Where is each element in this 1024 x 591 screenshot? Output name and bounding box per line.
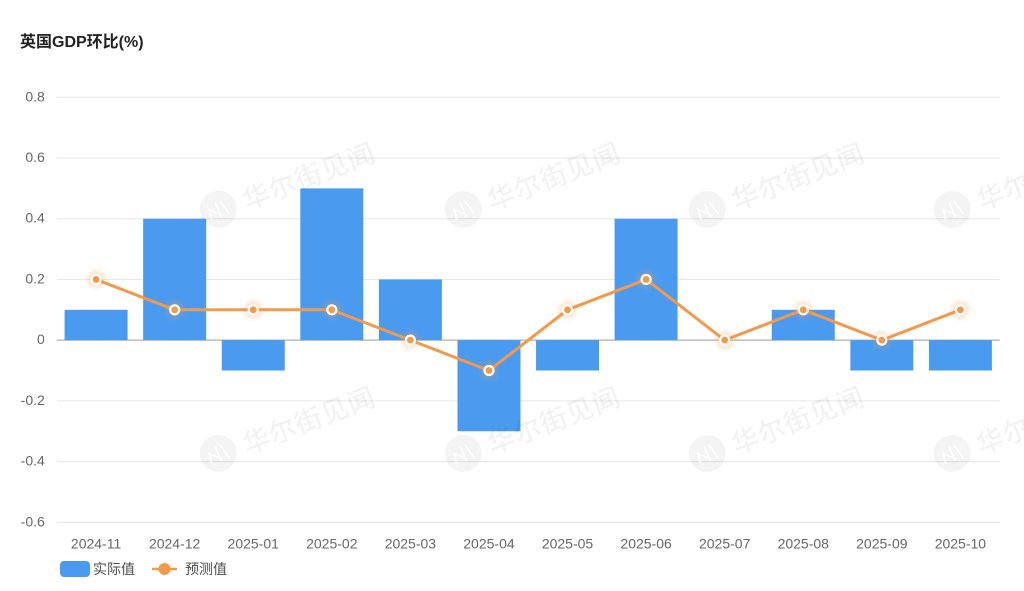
svg-text:2025-08: 2025-08 [778, 535, 830, 551]
svg-text:2025-01: 2025-01 [228, 535, 280, 551]
svg-text:2025-03: 2025-03 [385, 535, 437, 551]
svg-text:0.6: 0.6 [25, 149, 45, 165]
svg-text:-0.2: -0.2 [21, 392, 45, 408]
svg-text:2024-12: 2024-12 [149, 535, 201, 551]
svg-text:2025-04: 2025-04 [463, 535, 515, 551]
svg-text:2025-07: 2025-07 [699, 535, 751, 551]
svg-text:2025-05: 2025-05 [542, 535, 594, 551]
svg-text:2025-06: 2025-06 [620, 535, 672, 551]
svg-text:-0.4: -0.4 [21, 453, 45, 469]
svg-text:2024-11: 2024-11 [71, 535, 122, 551]
svg-text:0.4: 0.4 [25, 210, 45, 226]
svg-text:0.2: 0.2 [25, 270, 45, 286]
svg-text:2025-09: 2025-09 [856, 535, 908, 551]
svg-text:2025-02: 2025-02 [306, 535, 358, 551]
svg-text:2025-10: 2025-10 [935, 535, 987, 551]
svg-text:0: 0 [37, 331, 45, 347]
svg-text:0.8: 0.8 [25, 88, 45, 104]
svg-text:-0.6: -0.6 [21, 513, 45, 529]
